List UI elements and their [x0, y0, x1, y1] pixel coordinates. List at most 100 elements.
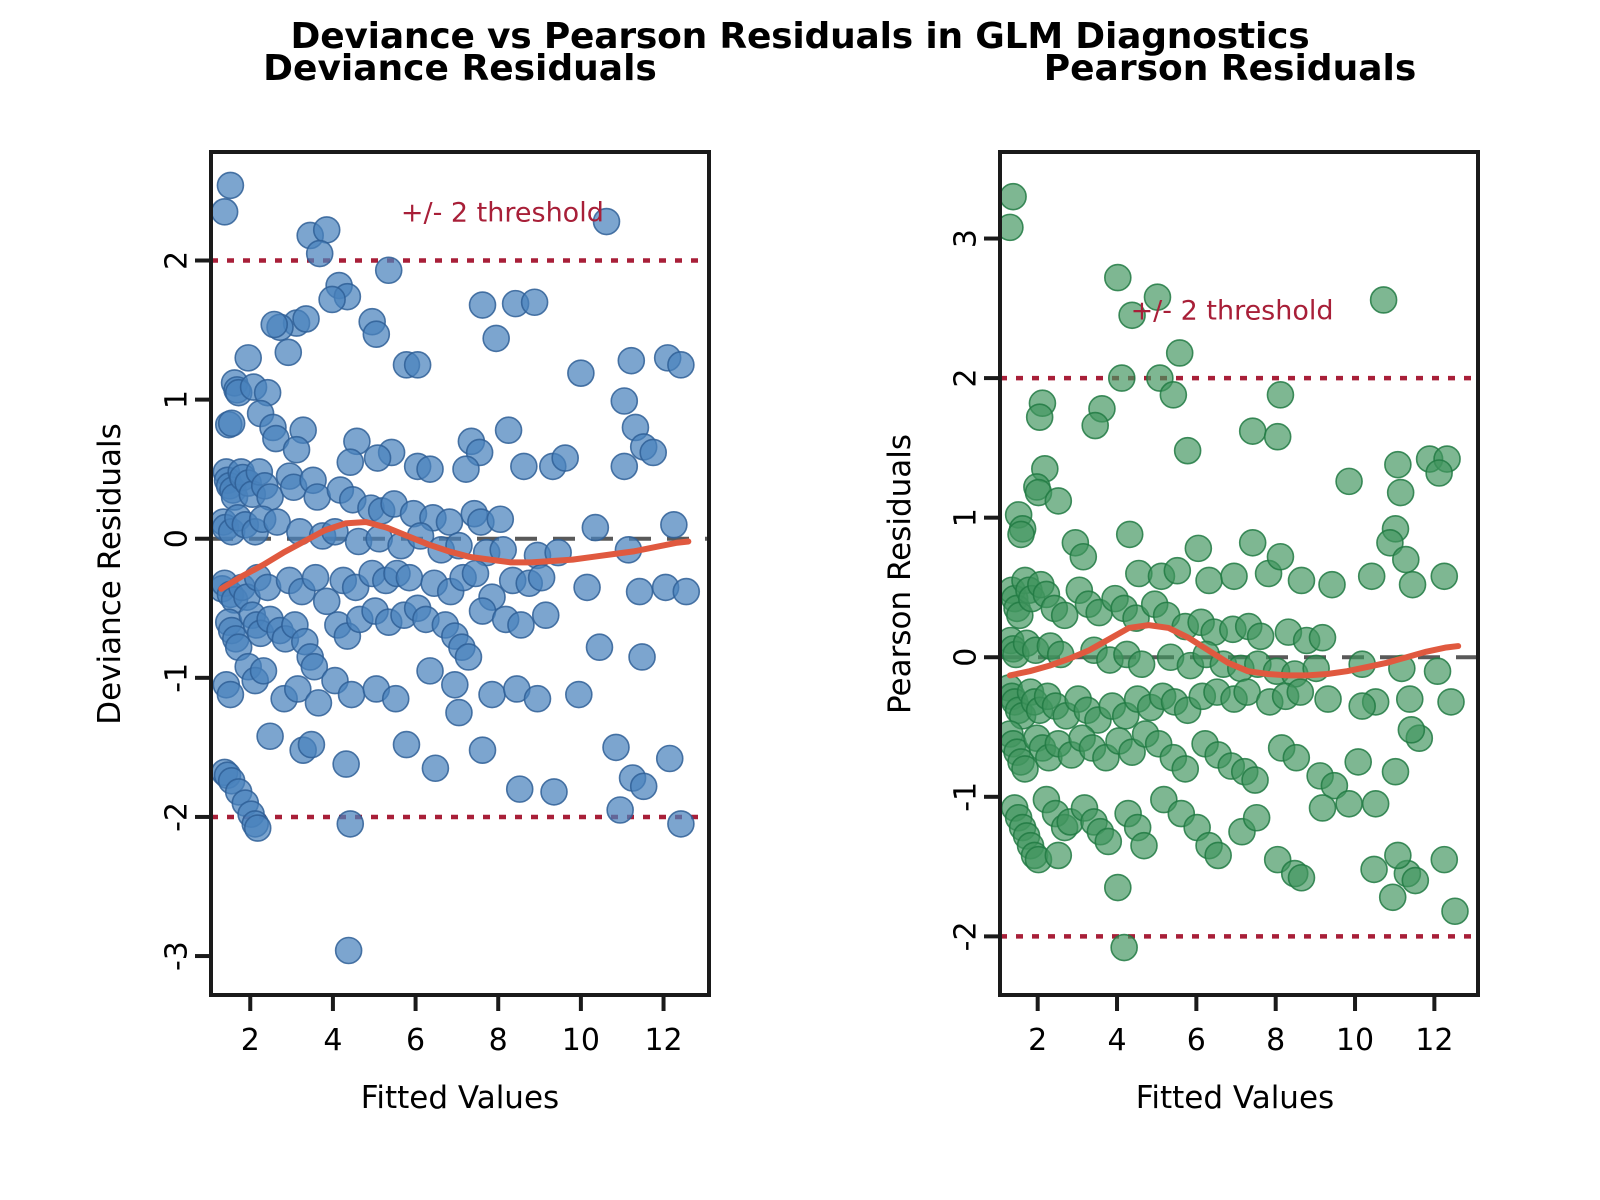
data-point [507, 611, 535, 639]
data-point [441, 670, 469, 699]
data-point [336, 448, 365, 477]
data-point [468, 736, 497, 764]
data-point [1242, 803, 1271, 832]
data-point [1263, 422, 1292, 451]
x-tick-label: 10 [562, 1023, 600, 1058]
data-point [629, 772, 658, 801]
data-point [1369, 286, 1398, 314]
data-point [256, 722, 284, 751]
data-point [468, 597, 497, 625]
data-point [510, 452, 538, 481]
data-point [628, 643, 656, 671]
y-tick-label: 2 [160, 251, 195, 270]
x-tick-label: 10 [1336, 1023, 1374, 1058]
data-point [297, 730, 326, 759]
data-point [1287, 566, 1316, 595]
data-point [1395, 685, 1424, 713]
data-point [283, 675, 312, 703]
data-point [602, 733, 630, 762]
data-point [445, 698, 473, 727]
data-point [292, 305, 320, 333]
panel-title-pearson: Pearson Residuals [1043, 48, 1417, 89]
y-axis-label-pearson: Pearson Residuals [882, 433, 918, 715]
data-point [1000, 182, 1027, 211]
x-tick-label: 12 [644, 1023, 682, 1058]
data-point [1430, 562, 1459, 591]
x-axis-label-deviance: Fitted Values [360, 1080, 560, 1116]
data-point [304, 689, 333, 717]
data-point [1165, 339, 1194, 367]
smoother-line [218, 519, 692, 592]
data-point [1104, 263, 1132, 292]
data-point [660, 511, 688, 539]
data-point [374, 256, 403, 285]
x-tick-label: 8 [489, 1023, 508, 1058]
data-point [1195, 566, 1223, 595]
data-point [482, 324, 510, 353]
data-point [1130, 831, 1158, 860]
data-point [1286, 678, 1315, 706]
data-point [300, 652, 329, 681]
data-point [395, 563, 424, 592]
data-point [362, 320, 391, 349]
data-point [1308, 794, 1337, 822]
y-tick-label: -3 [160, 941, 195, 971]
data-point [1376, 528, 1404, 557]
data-point [1378, 883, 1407, 912]
threshold-annotation: +/- 2 threshold [1131, 295, 1334, 326]
data-point [454, 643, 483, 671]
data-point [1282, 743, 1311, 772]
data-point [1107, 364, 1136, 392]
data-point [1397, 716, 1426, 744]
panel-title-deviance: Deviance Residuals [263, 48, 657, 89]
data-point [1384, 450, 1412, 479]
data-point [1050, 601, 1079, 630]
data-point [1025, 403, 1054, 431]
data-point [1384, 841, 1412, 870]
data-point [1238, 528, 1267, 557]
data-point [452, 455, 480, 483]
y-tick-label: 1 [160, 390, 195, 409]
data-point [478, 680, 506, 709]
data-point [505, 775, 534, 803]
data-point [1104, 873, 1132, 902]
data-point [1398, 570, 1427, 599]
data-point [1401, 866, 1430, 895]
data-point [1118, 301, 1146, 330]
data-point [1360, 855, 1388, 884]
data-point [1437, 688, 1465, 716]
data-point [1171, 755, 1200, 783]
data-point [531, 601, 560, 630]
data-point [312, 216, 341, 244]
data-point [655, 744, 684, 773]
data-point [1238, 417, 1267, 445]
data-point [1007, 520, 1035, 549]
data-point [1361, 789, 1390, 818]
data-point [1127, 650, 1156, 679]
x-tick-label: 6 [1187, 1023, 1206, 1058]
data-point [1386, 478, 1415, 507]
data-point [1163, 556, 1192, 585]
smoother-line [1006, 622, 1462, 679]
data-point [1159, 381, 1188, 409]
data-point [1241, 766, 1269, 794]
y-tick-label: 3 [949, 229, 984, 248]
data-point [1430, 845, 1459, 874]
x-tick-label: 8 [1266, 1023, 1285, 1058]
data-point [274, 338, 303, 367]
data-point [312, 587, 341, 616]
data-point [1335, 467, 1363, 496]
data-point [1011, 755, 1039, 783]
y-tick-label: -2 [949, 921, 984, 951]
data-point [540, 778, 568, 806]
data-point [1115, 520, 1144, 549]
data-point [1094, 827, 1123, 856]
data-point [1143, 283, 1172, 311]
y-tick-label: 0 [949, 648, 984, 667]
data-point [1266, 381, 1295, 409]
x-axis-label-pearson: Fitted Values [1135, 1080, 1335, 1116]
data-point [301, 563, 330, 592]
data-point [1110, 933, 1138, 962]
